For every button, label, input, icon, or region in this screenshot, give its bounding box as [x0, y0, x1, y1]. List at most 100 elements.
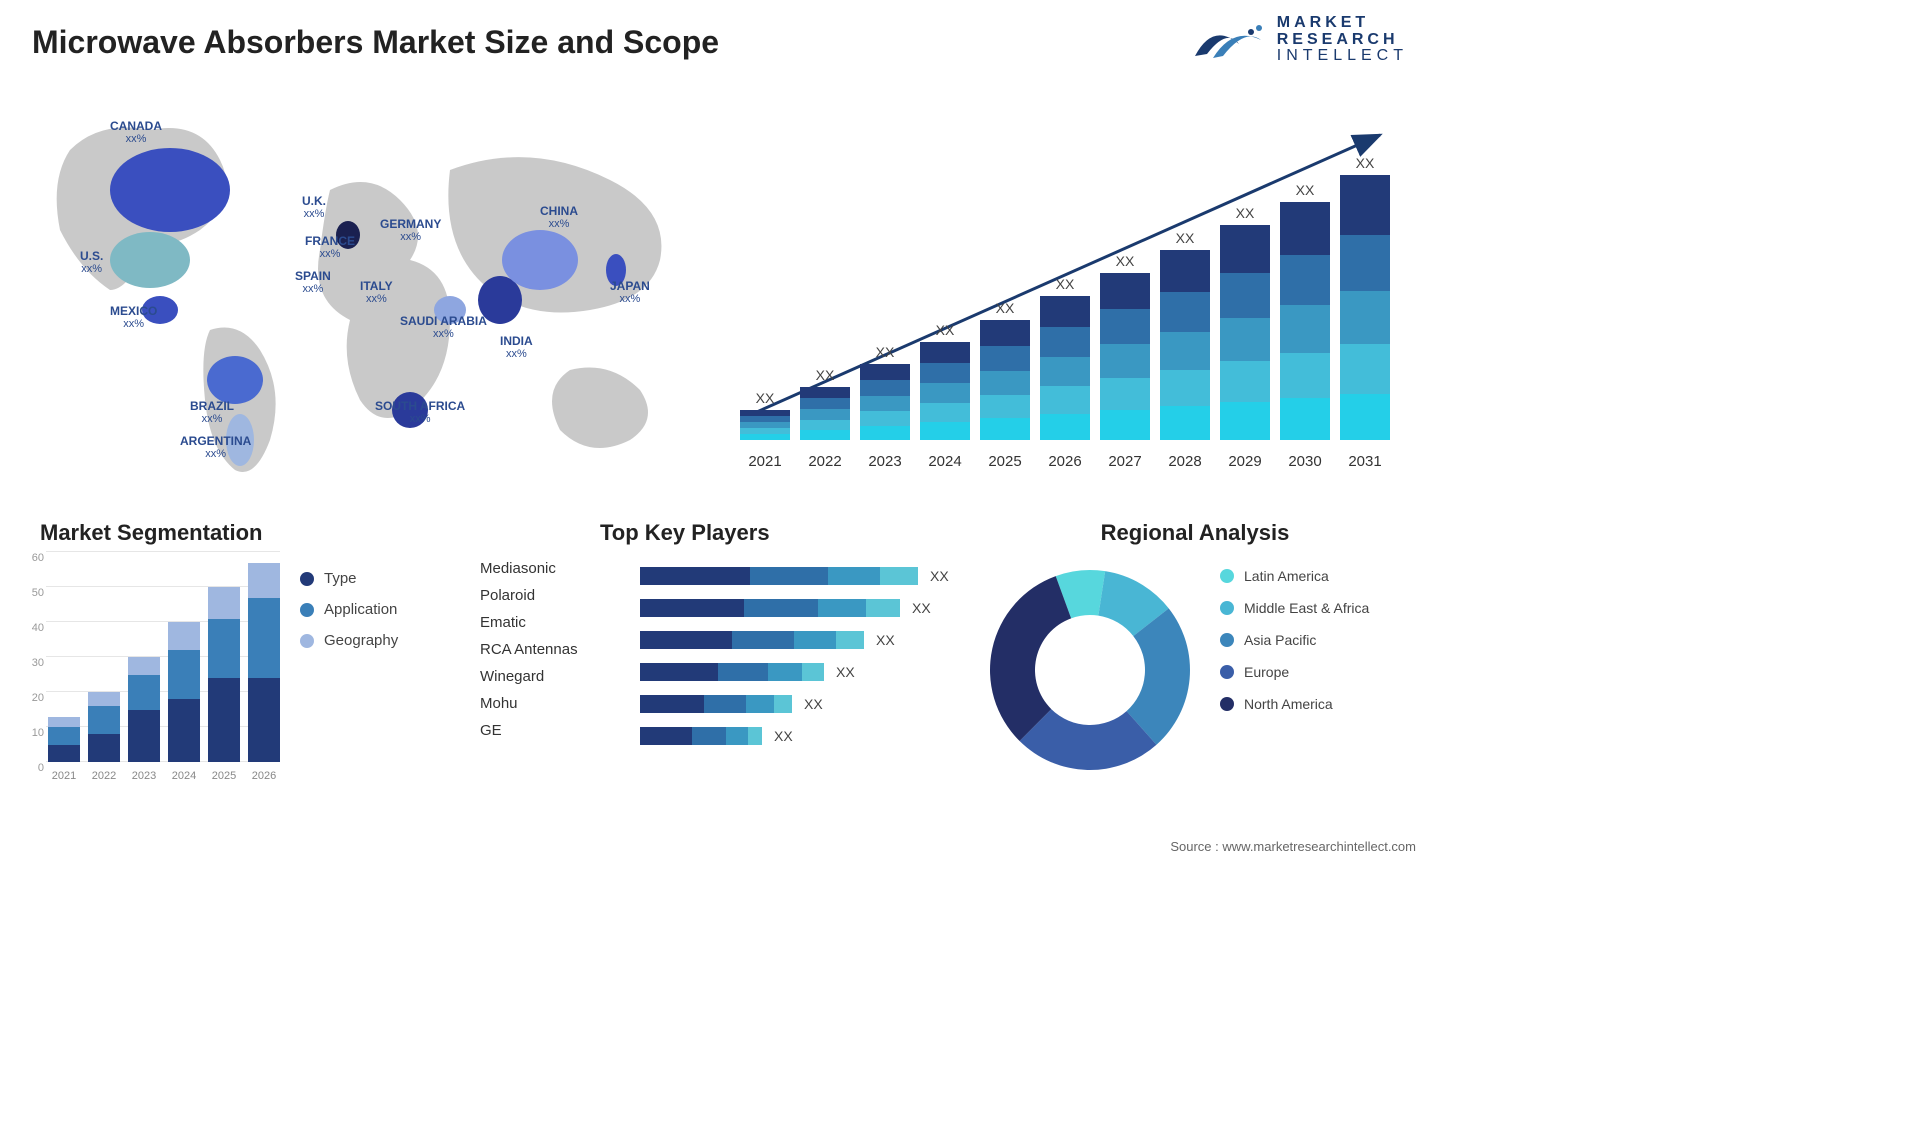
main-bar-value-label: XX [756, 390, 775, 406]
main-bar-value-label: XX [1356, 155, 1375, 171]
main-bar-value-label: XX [996, 300, 1015, 316]
map-label-mexico: MEXICOxx% [110, 305, 157, 330]
player-bar-row: XX [640, 694, 940, 714]
main-bar-2028: XX [1160, 230, 1210, 440]
main-chart-xaxis: 2021 2022 2023 2024 2025 2026 2027 2028 2029 2030… [740, 453, 1390, 470]
map-label-spain: SPAINxx% [295, 270, 331, 295]
regional-legend-item: Asia Pacific [1220, 632, 1369, 648]
seg-legend: TypeApplicationGeography [300, 570, 398, 663]
seg-bar-2021 [48, 717, 80, 763]
player-bar-row: XX [640, 726, 940, 746]
logo-line1: MARKET [1277, 15, 1408, 32]
main-x-label: 2023 [860, 453, 910, 470]
players-list: MediasonicPolaroidEmaticRCA AntennasWine… [480, 560, 620, 749]
player-name: Ematic [480, 614, 620, 631]
map-label-saudi-arabia: SAUDI ARABIAxx% [400, 315, 487, 340]
segmentation-title: Market Segmentation [40, 520, 460, 546]
seg-bar-2022 [88, 692, 120, 762]
main-x-label: 2030 [1280, 453, 1330, 470]
player-name: Mediasonic [480, 560, 620, 577]
map-label-u-k-: U.K.xx% [302, 195, 326, 220]
main-bar-value-label: XX [1116, 253, 1135, 269]
regional-title: Regional Analysis [980, 520, 1410, 546]
player-bar-value: XX [804, 696, 823, 712]
seg-bars [48, 552, 280, 762]
regional-analysis: Regional Analysis Latin America Middle Ea… [980, 520, 1410, 810]
map-label-brazil: BRAZILxx% [190, 400, 234, 425]
regional-legend: Latin America Middle East & Africa Asia Pa… [1220, 568, 1369, 728]
player-bar-value: XX [836, 664, 855, 680]
main-bar-2027: XX [1100, 253, 1150, 440]
main-x-label: 2025 [980, 453, 1030, 470]
regional-legend-item: Europe [1220, 664, 1369, 680]
main-bar-value-label: XX [1056, 276, 1075, 292]
source-label: Source : www.marketresearchintellect.com [1170, 839, 1416, 854]
seg-legend-item: Geography [300, 632, 398, 649]
key-players: Top Key Players MediasonicPolaroidEmatic… [480, 520, 960, 810]
main-bar-2030: XX [1280, 182, 1330, 440]
player-bar-row: XX [640, 662, 940, 682]
logo-swoosh-icon [1193, 14, 1265, 66]
main-chart-bars: XX XX XX XX XX XX XX XX XX XX XX [740, 120, 1390, 440]
main-bar-value-label: XX [1296, 182, 1315, 198]
map-label-u-s-: U.S.xx% [80, 250, 103, 275]
seg-legend-item: Type [300, 570, 398, 587]
main-bar-2031: XX [1340, 155, 1390, 440]
player-bar-row: XX [640, 630, 940, 650]
main-x-label: 2029 [1220, 453, 1270, 470]
map-label-japan: JAPANxx% [610, 280, 650, 305]
map-label-germany: GERMANYxx% [380, 218, 441, 243]
player-bar-value: XX [930, 568, 949, 584]
market-size-chart: XXXXXXXXXXXXXXXXXXXXXX 20212022202320242… [740, 100, 1390, 470]
main-bar-2021: XX [740, 390, 790, 440]
main-bar-value-label: XX [816, 367, 835, 383]
main-bar-value-label: XX [876, 344, 895, 360]
map-label-italy: ITALYxx% [360, 280, 393, 305]
player-bar-value: XX [774, 728, 793, 744]
main-x-label: 2028 [1160, 453, 1210, 470]
seg-bar-2026 [248, 563, 280, 763]
regional-legend-item: Latin America [1220, 568, 1369, 584]
player-bar-value: XX [912, 600, 931, 616]
player-name: GE [480, 722, 620, 739]
brand-logo: MARKET RESEARCH INTELLECT [1193, 14, 1408, 66]
map-label-canada: CANADAxx% [110, 120, 162, 145]
main-x-label: 2031 [1340, 453, 1390, 470]
main-bar-2022: XX [800, 367, 850, 440]
main-bar-2029: XX [1220, 205, 1270, 440]
seg-y-axis: 0102030405060 [20, 552, 44, 762]
map-label-india: INDIAxx% [500, 335, 533, 360]
main-bar-2025: XX [980, 300, 1030, 440]
main-bar-value-label: XX [936, 322, 955, 338]
regional-legend-item: Middle East & Africa [1220, 600, 1369, 616]
seg-bar-2025 [208, 587, 240, 762]
player-bar-row: XX [640, 566, 940, 586]
player-name: Mohu [480, 695, 620, 712]
player-name: RCA Antennas [480, 641, 620, 658]
world-map: CANADAxx%U.S.xx%MEXICOxx%BRAZILxx%ARGENT… [30, 100, 710, 480]
main-x-label: 2022 [800, 453, 850, 470]
players-title: Top Key Players [600, 520, 960, 546]
main-bar-value-label: XX [1236, 205, 1255, 221]
map-label-france: FRANCExx% [305, 235, 355, 260]
main-bar-2023: XX [860, 344, 910, 440]
seg-bar-2024 [168, 622, 200, 762]
page-title: Microwave Absorbers Market Size and Scop… [32, 24, 719, 61]
main-bar-value-label: XX [1176, 230, 1195, 246]
main-bar-2024: XX [920, 322, 970, 440]
player-name: Winegard [480, 668, 620, 685]
player-bar-value: XX [876, 632, 895, 648]
main-x-label: 2021 [740, 453, 790, 470]
segmentation-chart: Market Segmentation 0102030405060 202120… [20, 520, 460, 800]
main-x-label: 2026 [1040, 453, 1090, 470]
main-x-label: 2027 [1100, 453, 1150, 470]
player-bar-row: XX [640, 598, 940, 618]
main-x-label: 2024 [920, 453, 970, 470]
logo-line3: INTELLECT [1277, 48, 1408, 65]
donut-chart [980, 560, 1200, 785]
players-bars: XX XX XX XX XX XX [640, 566, 940, 758]
seg-x-axis: 202120222023202420252026 [48, 770, 280, 782]
main-bar-2026: XX [1040, 276, 1090, 440]
logo-line2: RESEARCH [1277, 32, 1408, 49]
seg-bar-2023 [128, 657, 160, 762]
